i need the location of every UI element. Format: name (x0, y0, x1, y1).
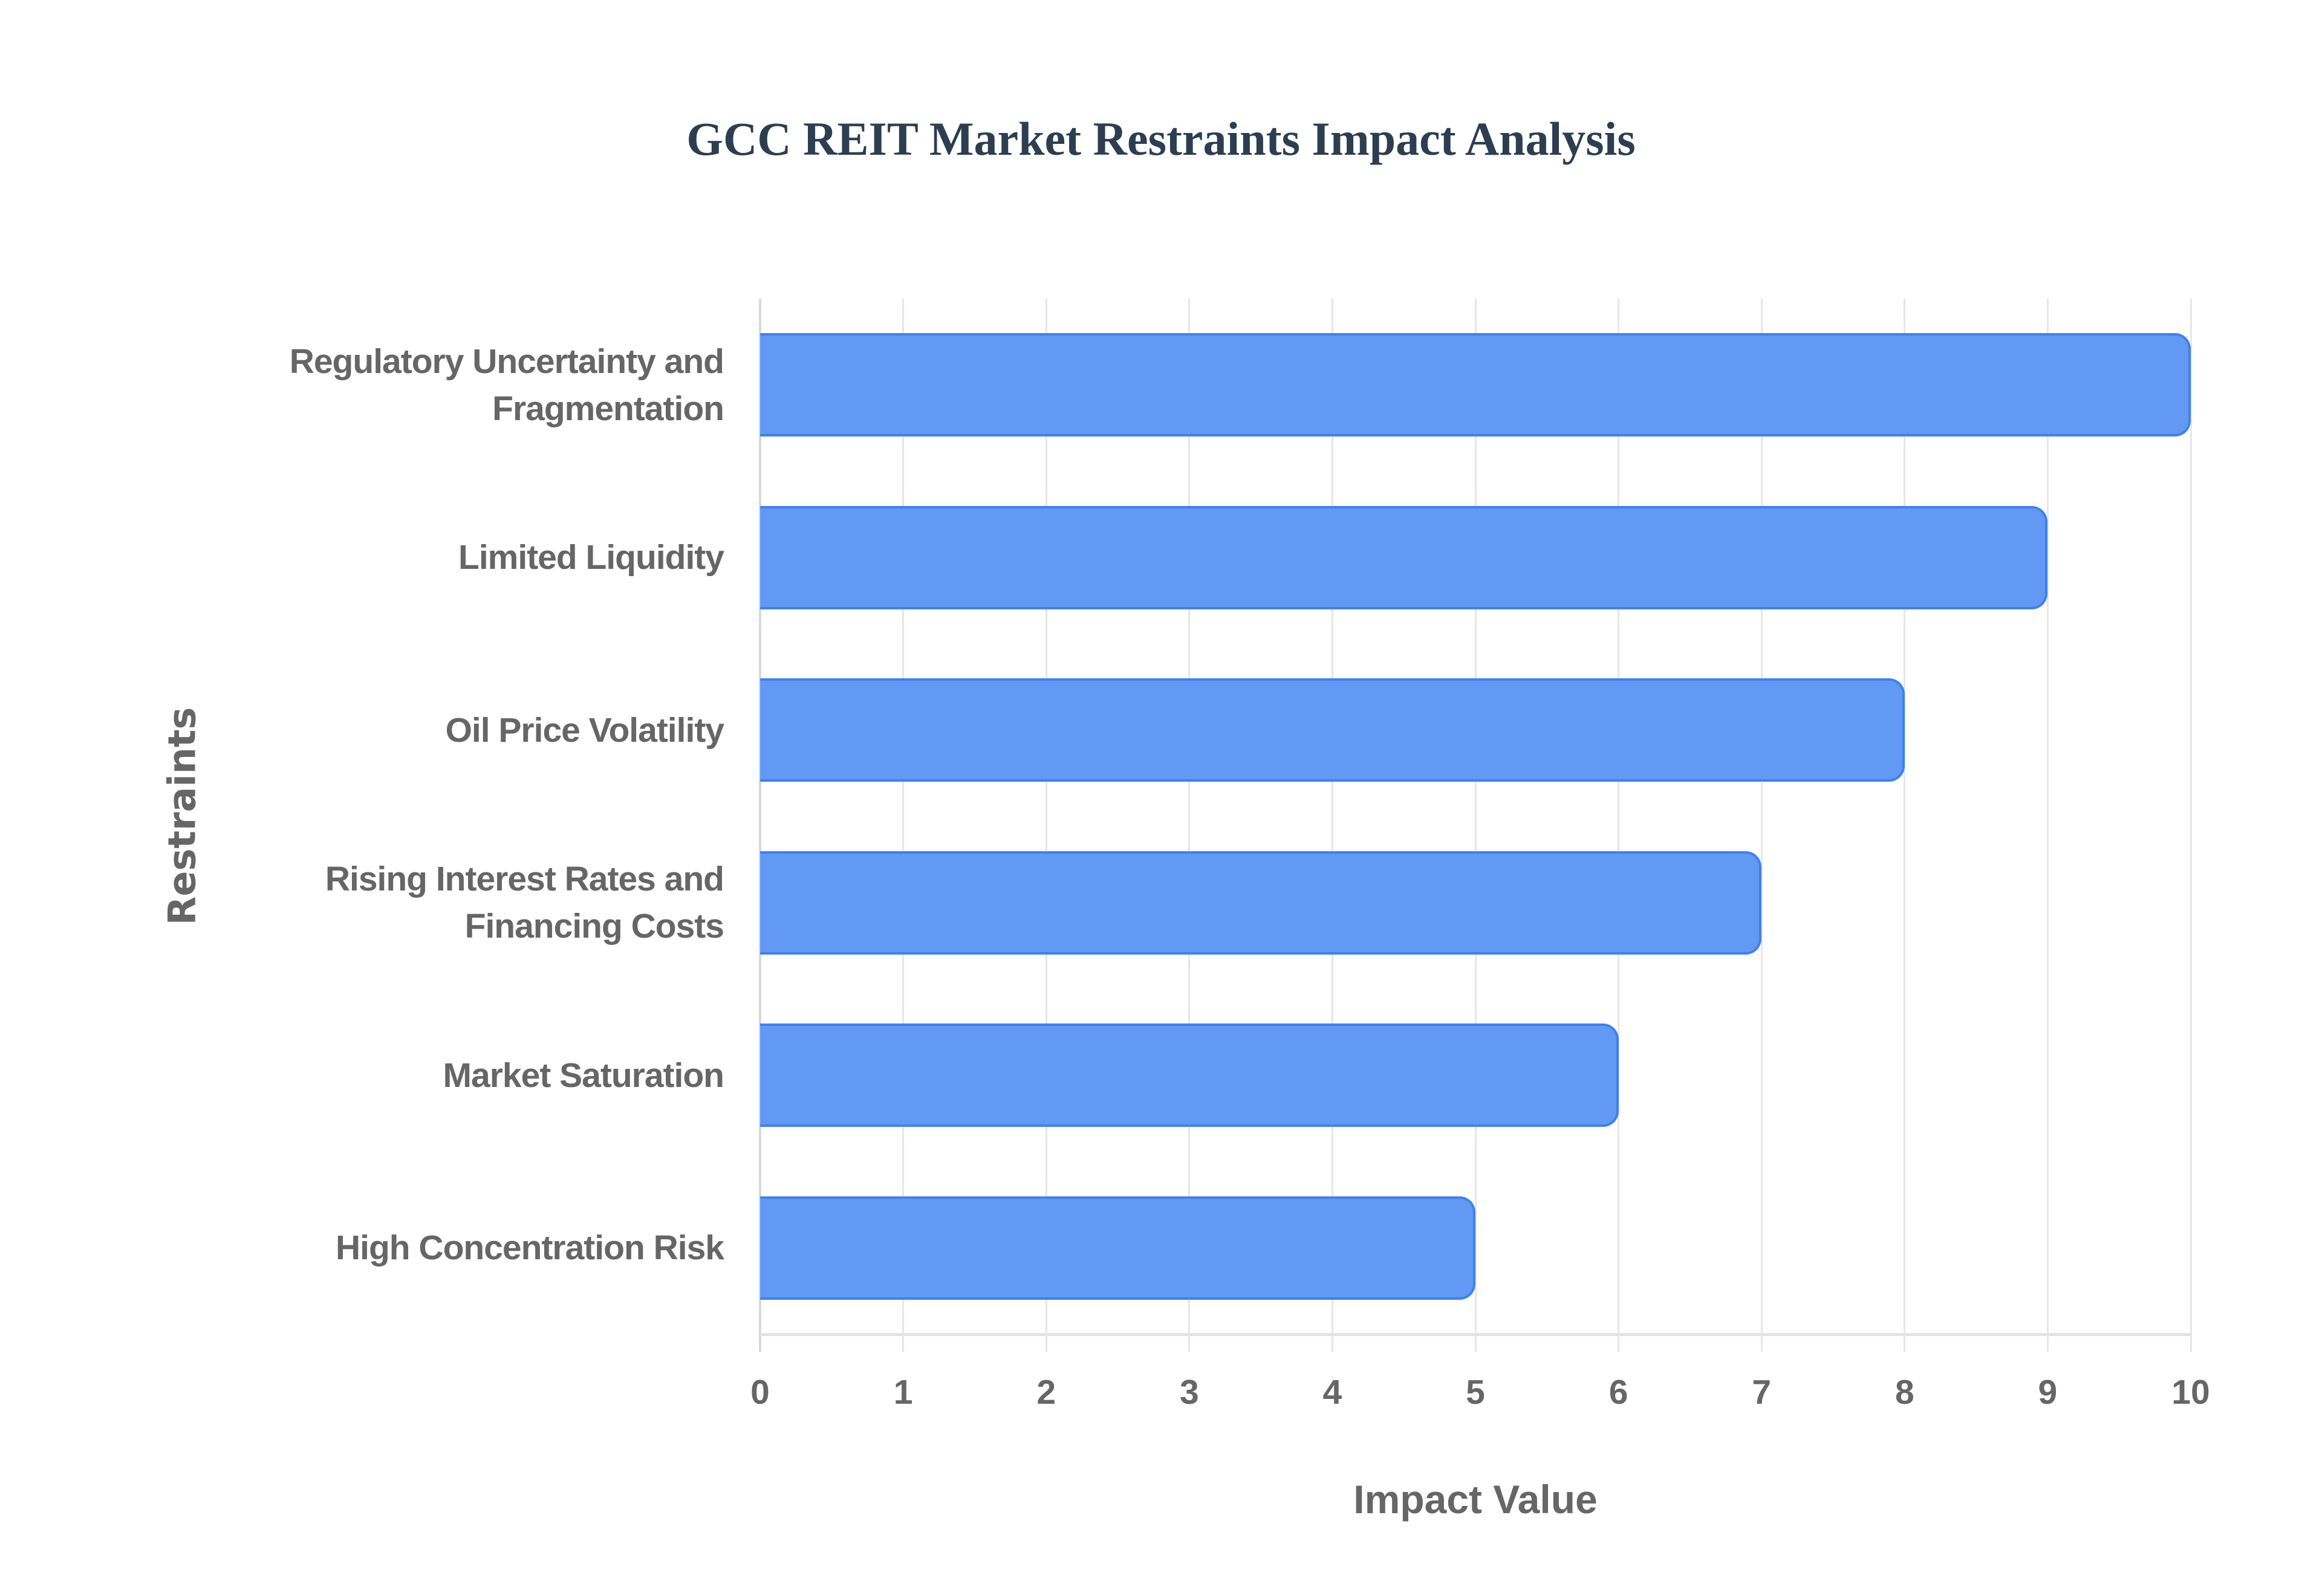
y-tick-label-line: Financing Costs (464, 907, 724, 946)
x-tick-label: 3 (1179, 1373, 1199, 1412)
bar[interactable] (760, 851, 1762, 955)
gridline (1188, 299, 1191, 1352)
gridline (1331, 299, 1333, 1352)
y-tick-label-line: Regulatory Uncertainty and (289, 342, 724, 381)
plot-area (759, 299, 2192, 1352)
x-tick-label: 10 (2171, 1373, 2210, 1412)
x-tick-label: 1 (893, 1373, 913, 1412)
y-tick-label: Regulatory Uncertainty and Fragmentation (119, 338, 724, 432)
y-tick-label-line: Market Saturation (443, 1056, 724, 1095)
bar[interactable] (760, 678, 1905, 782)
y-axis-line (759, 299, 761, 1352)
gridline (1045, 299, 1047, 1352)
x-tick-label: 6 (1608, 1373, 1628, 1412)
y-axis-title: Restraints (160, 707, 204, 926)
y-tick-label-line: Rising Interest Rates and (325, 860, 724, 899)
bar[interactable] (760, 1196, 1475, 1300)
chart-title: GCC REIT Market Restraints Impact Analys… (686, 112, 1636, 165)
x-tick-label: 2 (1036, 1373, 1056, 1412)
gridline (2190, 299, 2192, 1352)
x-tick-label: 8 (1894, 1373, 1914, 1412)
y-tick-label: Market Saturation (119, 1052, 724, 1099)
y-tick-label: Rising Interest Rates and Financing Costs (119, 855, 724, 950)
x-tick-label: 5 (1466, 1373, 1485, 1412)
y-tick-label-line: Oil Price Volatility (445, 710, 724, 750)
y-tick-label: Limited Liquidity (119, 534, 724, 581)
x-tick-label: 4 (1322, 1373, 1342, 1412)
y-tick-label-line: High Concentration Risk (335, 1228, 724, 1268)
gridline (2046, 299, 2049, 1352)
y-tick-label: High Concentration Risk (119, 1224, 724, 1271)
bar[interactable] (760, 505, 2048, 609)
x-axis-title: Impact Value (1353, 1477, 1598, 1522)
y-tick-label-line: Limited Liquidity (458, 538, 724, 577)
gridline (902, 299, 905, 1352)
y-tick-label: Oil Price Volatility (119, 707, 724, 754)
gridline (1904, 299, 1906, 1352)
gridline (1474, 299, 1477, 1352)
x-tick-label: 0 (750, 1373, 770, 1412)
gridline (1760, 299, 1763, 1352)
bar[interactable] (760, 1023, 1619, 1127)
x-tick-label: 7 (1752, 1373, 1772, 1412)
bar[interactable] (760, 333, 2191, 437)
gridline (1618, 299, 1620, 1352)
x-tick-label: 9 (2038, 1373, 2058, 1412)
y-tick-label-line: Fragmentation (492, 389, 724, 428)
